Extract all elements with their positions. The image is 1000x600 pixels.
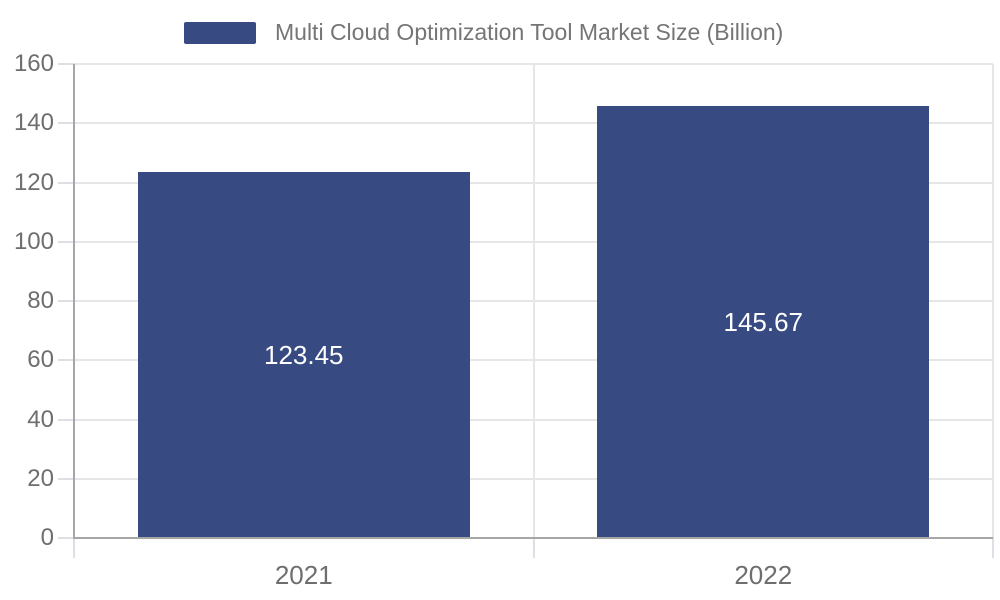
y-axis-tick: [58, 359, 74, 362]
y-axis-line: [73, 64, 75, 539]
y-axis-tick-label: 100: [13, 227, 54, 255]
y-axis-tick-label: 40: [27, 405, 54, 433]
y-axis-tick-label: 120: [13, 168, 54, 196]
y-axis-tick-label: 60: [27, 346, 54, 374]
y-axis-tick: [58, 63, 74, 65]
bar-2021: [137, 172, 470, 537]
bar-value-label: 123.45: [263, 340, 344, 371]
x-axis-tick: [992, 538, 994, 558]
y-axis-tick-label: 160: [13, 50, 54, 77]
gridline-vertical: [532, 64, 535, 538]
bar-2022: [597, 106, 930, 537]
y-axis-tick-label: 20: [27, 464, 54, 492]
y-axis-tick: [58, 300, 74, 302]
y-axis-tick: [58, 181, 74, 184]
y-axis-tick-label: 0: [40, 524, 54, 551]
legend-item[interactable]: Multi Cloud Optimization Tool Market Siz…: [184, 21, 783, 44]
legend-label: Multi Cloud Optimization Tool Market Siz…: [275, 19, 784, 45]
y-axis-tick: [58, 537, 74, 539]
y-axis-tick: [58, 418, 74, 421]
x-axis-category-label: 2022: [734, 560, 793, 590]
x-axis-category-label: 2021: [274, 560, 333, 590]
y-axis-tick: [58, 240, 74, 243]
y-axis-tick: [58, 477, 74, 480]
bar-value-label: 145.67: [723, 307, 804, 338]
gridline-vertical: [992, 64, 994, 538]
x-axis-tick: [73, 538, 75, 558]
x-axis-line: [74, 537, 993, 539]
x-axis-tick: [532, 538, 535, 558]
y-axis-tick: [58, 122, 74, 125]
y-axis-tick-label: 140: [13, 109, 54, 137]
y-axis-tick-label: 80: [27, 287, 54, 314]
legend-swatch: [184, 21, 256, 44]
